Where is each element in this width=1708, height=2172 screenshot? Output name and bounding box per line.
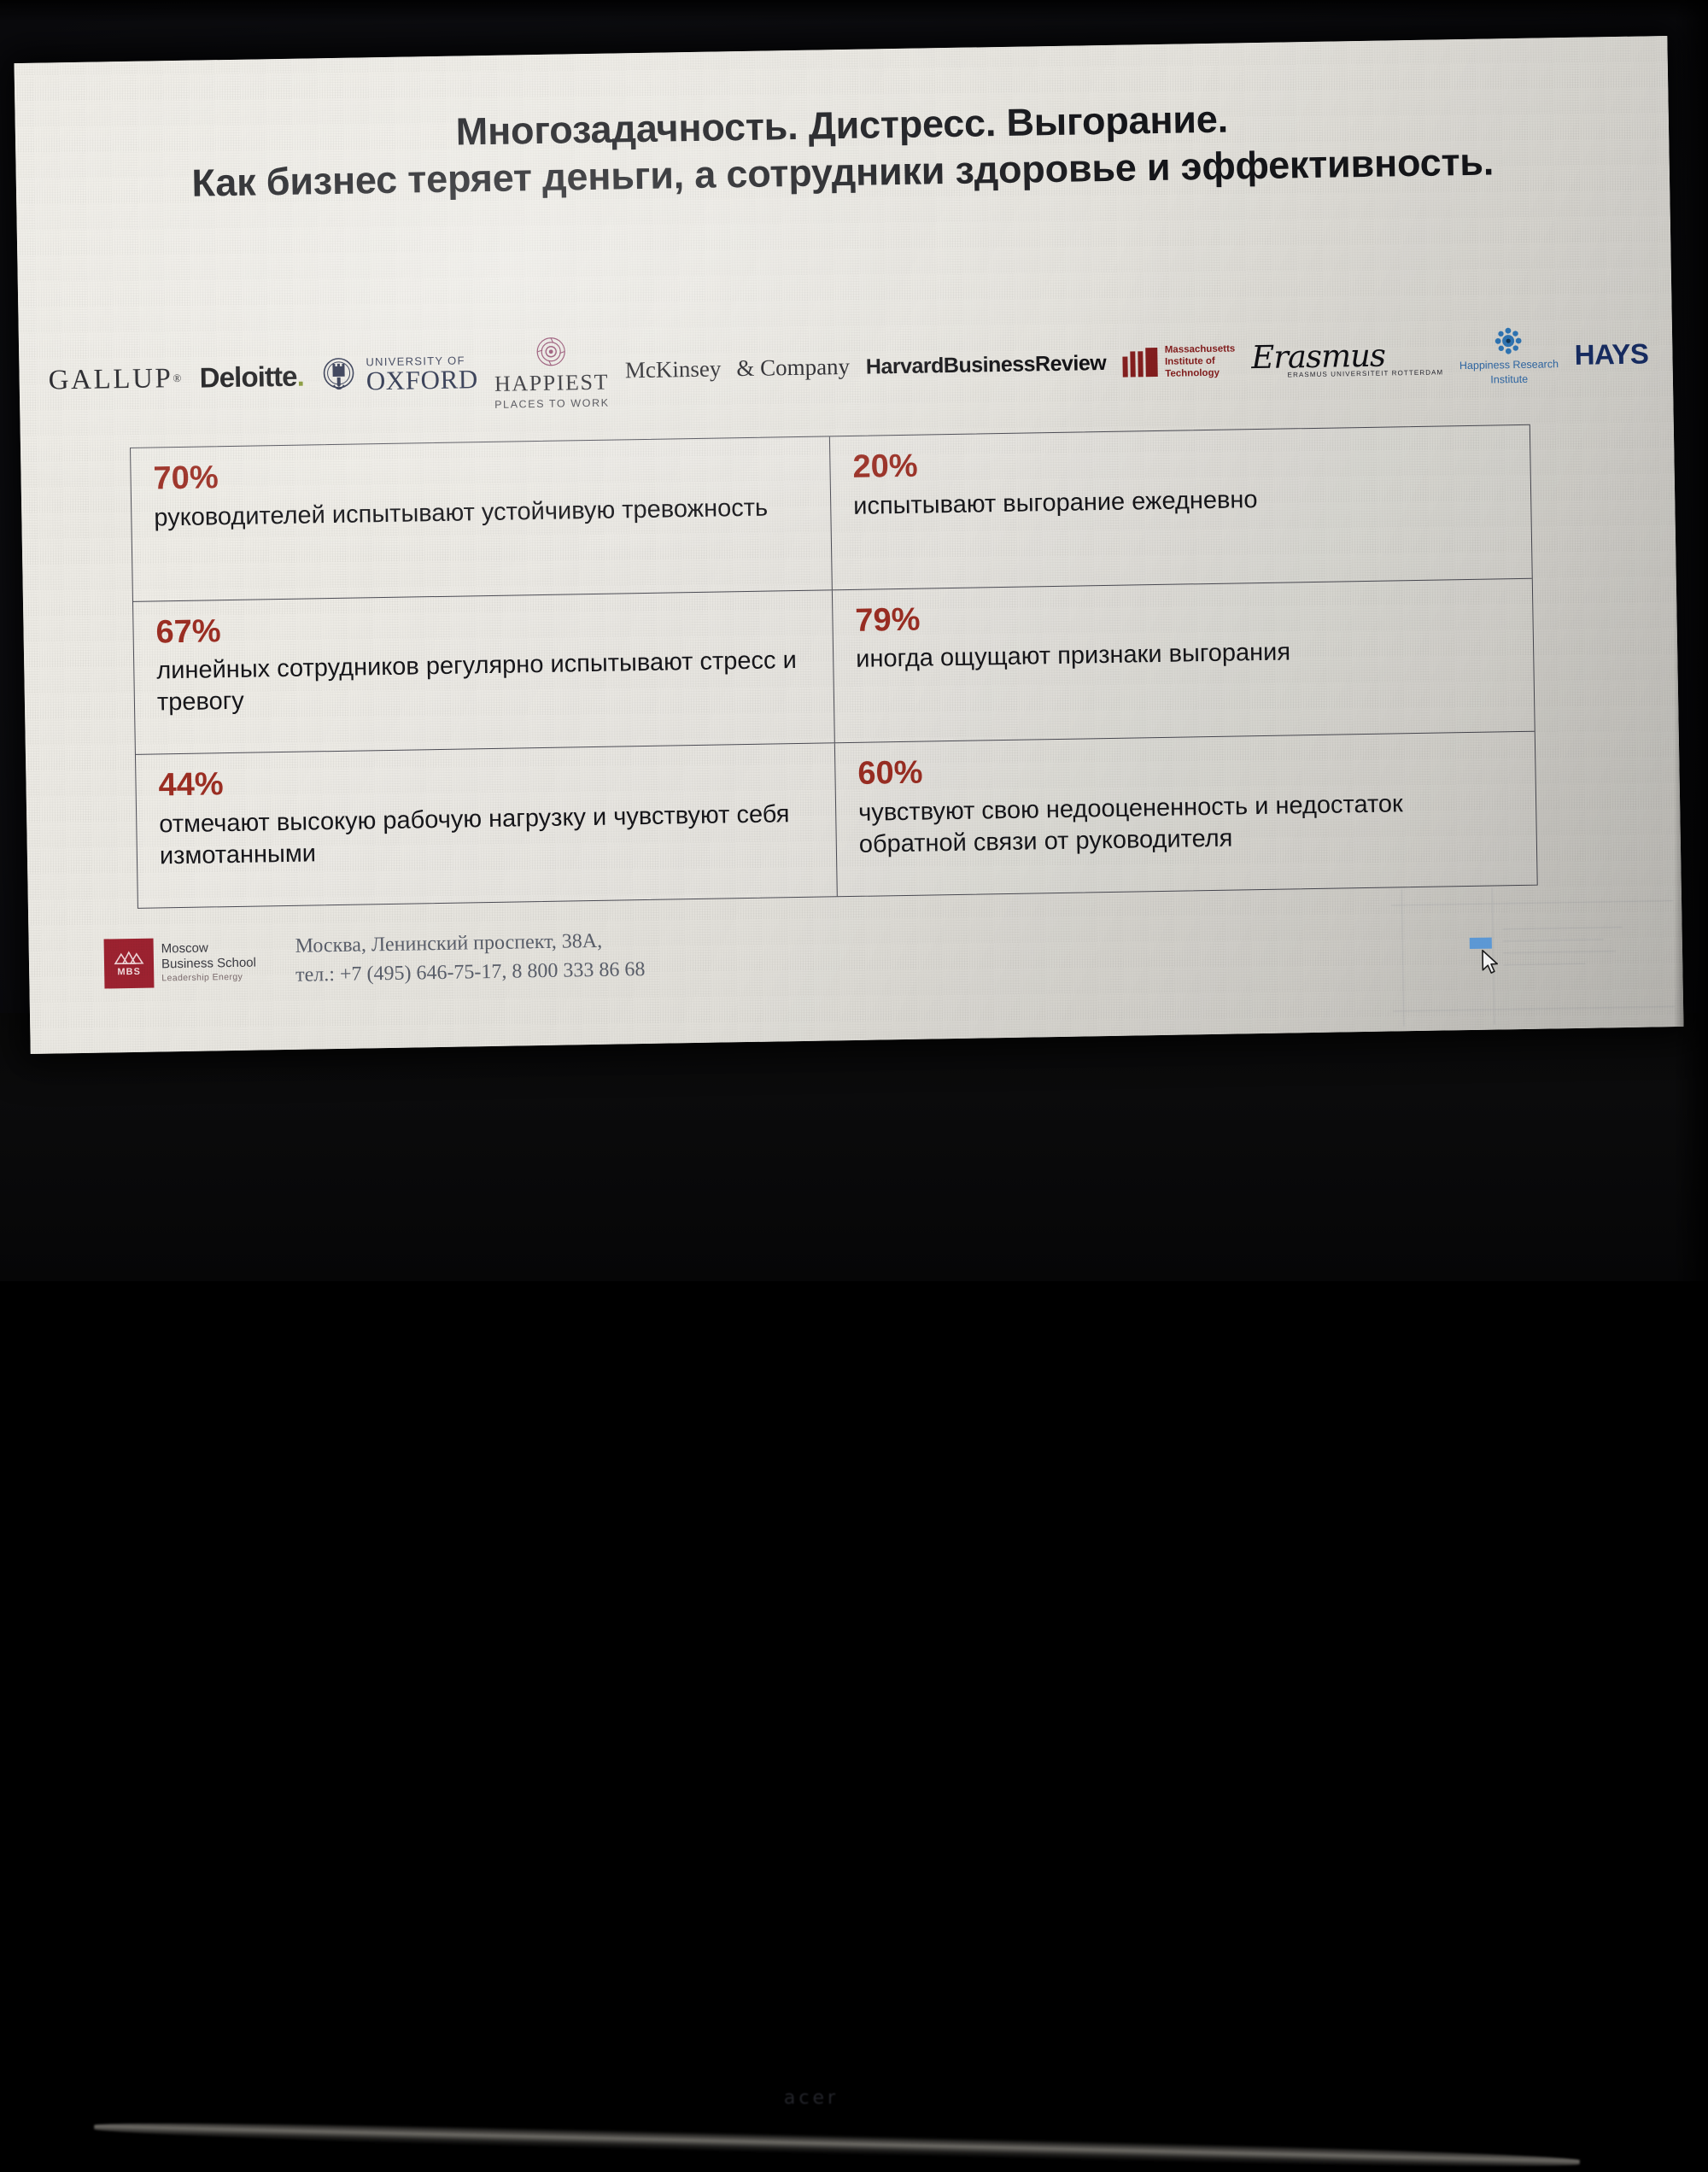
table-row: 44% отмечают высокую рабочую нагрузку и … bbox=[135, 732, 1537, 908]
logo-erasmus: Erasmus ERASMUS UNIVERSITEIT ROTTERDAM bbox=[1250, 337, 1443, 379]
statistics-table: 70% руководителей испытывают устойчивую … bbox=[129, 424, 1538, 909]
logo-mckinsey-line2: & Company bbox=[736, 354, 851, 382]
logo-oxford-line2: OXFORD bbox=[366, 364, 479, 396]
stat-cell-20: 20% испытывают выгорание ежедневно bbox=[830, 425, 1532, 589]
happiest-rose-icon bbox=[534, 334, 569, 369]
background-window-ghost bbox=[1391, 885, 1676, 1027]
stat-cell-79: 79% иногда ощущают признаки выгорания bbox=[833, 578, 1535, 742]
logo-deloitte-dot: . bbox=[296, 360, 305, 392]
stat-percent: 20% bbox=[852, 448, 918, 485]
table-row: 67% линейных сотрудников регулярно испыт… bbox=[132, 578, 1535, 756]
photo-right-shadow bbox=[1674, 0, 1708, 1281]
stat-percent: 60% bbox=[857, 754, 923, 793]
mbs-wordmark: Moscow Business School Leadership Energy bbox=[161, 940, 257, 985]
mbs-brand-tagline: Leadership Energy bbox=[161, 972, 243, 984]
oxford-wordmark: UNIVERSITY OF OXFORD bbox=[366, 354, 479, 396]
logo-happiest-line1: HAPPIEST bbox=[494, 369, 610, 396]
logo-mckinsey-line1: McKinsey bbox=[624, 355, 722, 383]
logo-hbr-line1: Harvard bbox=[865, 353, 945, 379]
laptop-vendor-mark: acer bbox=[783, 2087, 839, 2109]
logo-hri-line2: Institute bbox=[1490, 372, 1529, 386]
stat-description: руководителей испытывают устойчивую трев… bbox=[154, 494, 769, 532]
logo-mit: Massachusetts Institute of Technology bbox=[1121, 342, 1236, 380]
logo-gallup: GALLUP ® bbox=[48, 362, 184, 396]
stat-description: испытывают выгорание ежедневно bbox=[852, 485, 1258, 520]
contact-info: Москва, Ленинский проспект, 38А, тел.: +… bbox=[295, 926, 645, 990]
logo-harvard-business-review: Harvard Business Review bbox=[865, 350, 1107, 379]
stat-description: иногда ощущают признаки выгорания bbox=[855, 638, 1291, 674]
slide-title-block: Многозадачность. Дистресс. Выгорание. Ка… bbox=[15, 89, 1670, 210]
slide-footer: MBS Moscow Business School Leadership En… bbox=[103, 926, 646, 993]
stat-percent: 79% bbox=[855, 601, 921, 639]
logo-hays-text: HAYS bbox=[1574, 337, 1649, 371]
mbs-logo: MBS Moscow Business School Leadership En… bbox=[103, 937, 257, 989]
logo-hri-line1: Happiness Research bbox=[1459, 358, 1559, 372]
logo-deloitte: Deloitte. bbox=[199, 360, 304, 395]
logo-hbr-line2: Business bbox=[943, 352, 1036, 378]
logo-happiest-line2: PLACES TO WORK bbox=[494, 396, 610, 411]
logo-gallup-text: GALLUP bbox=[48, 362, 173, 396]
stat-cell-67: 67% линейных сотрудников регулярно испыт… bbox=[132, 589, 835, 755]
oxford-crest-icon bbox=[319, 354, 358, 398]
hri-wordmark: Happiness Research Institute bbox=[1459, 357, 1559, 386]
logo-erasmus-script: Erasmus bbox=[1250, 337, 1386, 377]
logo-deloitte-text: Deloitte bbox=[199, 360, 297, 394]
logo-mit-line3: Technology bbox=[1165, 367, 1220, 379]
laptop-hinge-highlight bbox=[93, 2117, 1581, 2172]
logo-hbr-line3: Review bbox=[1034, 350, 1107, 377]
logo-hays: HAYS bbox=[1574, 337, 1648, 371]
stat-percent: 70% bbox=[153, 460, 219, 497]
stat-percent: 67% bbox=[155, 612, 221, 651]
logo-mit-line2: Institute of bbox=[1164, 355, 1215, 367]
stat-cell-60: 60% чувствуют свою недооцененность и нед… bbox=[835, 732, 1537, 896]
stat-description: чувствуют свою недооцененность и недоста… bbox=[857, 790, 1403, 858]
mbs-brand-line2: Business School bbox=[161, 956, 257, 972]
laptop-screen-panel: Многозадачность. Дистресс. Выгорание. Ка… bbox=[14, 36, 1684, 1054]
stat-cell-44: 44% отмечают высокую рабочую нагрузку и … bbox=[135, 743, 838, 908]
mit-bars-icon bbox=[1121, 347, 1158, 378]
mbs-badge-text: MBS bbox=[117, 966, 141, 978]
mouse-cursor bbox=[1481, 949, 1500, 976]
stat-percent: 44% bbox=[158, 766, 224, 804]
logo-happiness-research-institute: Happiness Research Institute bbox=[1459, 325, 1559, 386]
stat-description: линейных сотрудников регулярно испытываю… bbox=[156, 647, 798, 717]
happiness-burst-icon bbox=[1494, 326, 1524, 356]
mbs-badge-icon: MBS bbox=[103, 938, 155, 989]
mit-wordmark: Massachusetts Institute of Technology bbox=[1165, 342, 1236, 379]
stat-cell-70: 70% руководителей испытывают устойчивую … bbox=[131, 436, 833, 601]
contact-phone: тел.: +7 (495) 646-75-17, 8 800 333 86 6… bbox=[295, 958, 646, 986]
logo-oxford: UNIVERSITY OF OXFORD bbox=[319, 352, 478, 397]
logo-mckinsey: McKinsey & Company bbox=[625, 354, 851, 383]
logo-mit-line1: Massachusetts bbox=[1164, 343, 1236, 355]
photo-scene: acer Многозадачность. Дистресс. Выгорани… bbox=[0, 0, 1708, 1281]
presentation-slide: Многозадачность. Дистресс. Выгорание. Ка… bbox=[14, 36, 1684, 1054]
source-logos-strip: GALLUP ® Deloitte. bbox=[36, 309, 1661, 425]
selection-highlight bbox=[1469, 937, 1492, 950]
laptop-deck: acer bbox=[0, 1013, 1708, 2172]
logo-happiest-places-to-work: HAPPIEST PLACES TO WORK bbox=[494, 334, 610, 411]
photo-top-shadow bbox=[0, 0, 1708, 22]
stat-description: отмечают высокую рабочую нагрузку и чувс… bbox=[159, 800, 790, 870]
table-row: 70% руководителей испытывают устойчивую … bbox=[131, 424, 1532, 602]
mbs-brand-line1: Moscow bbox=[161, 940, 208, 956]
